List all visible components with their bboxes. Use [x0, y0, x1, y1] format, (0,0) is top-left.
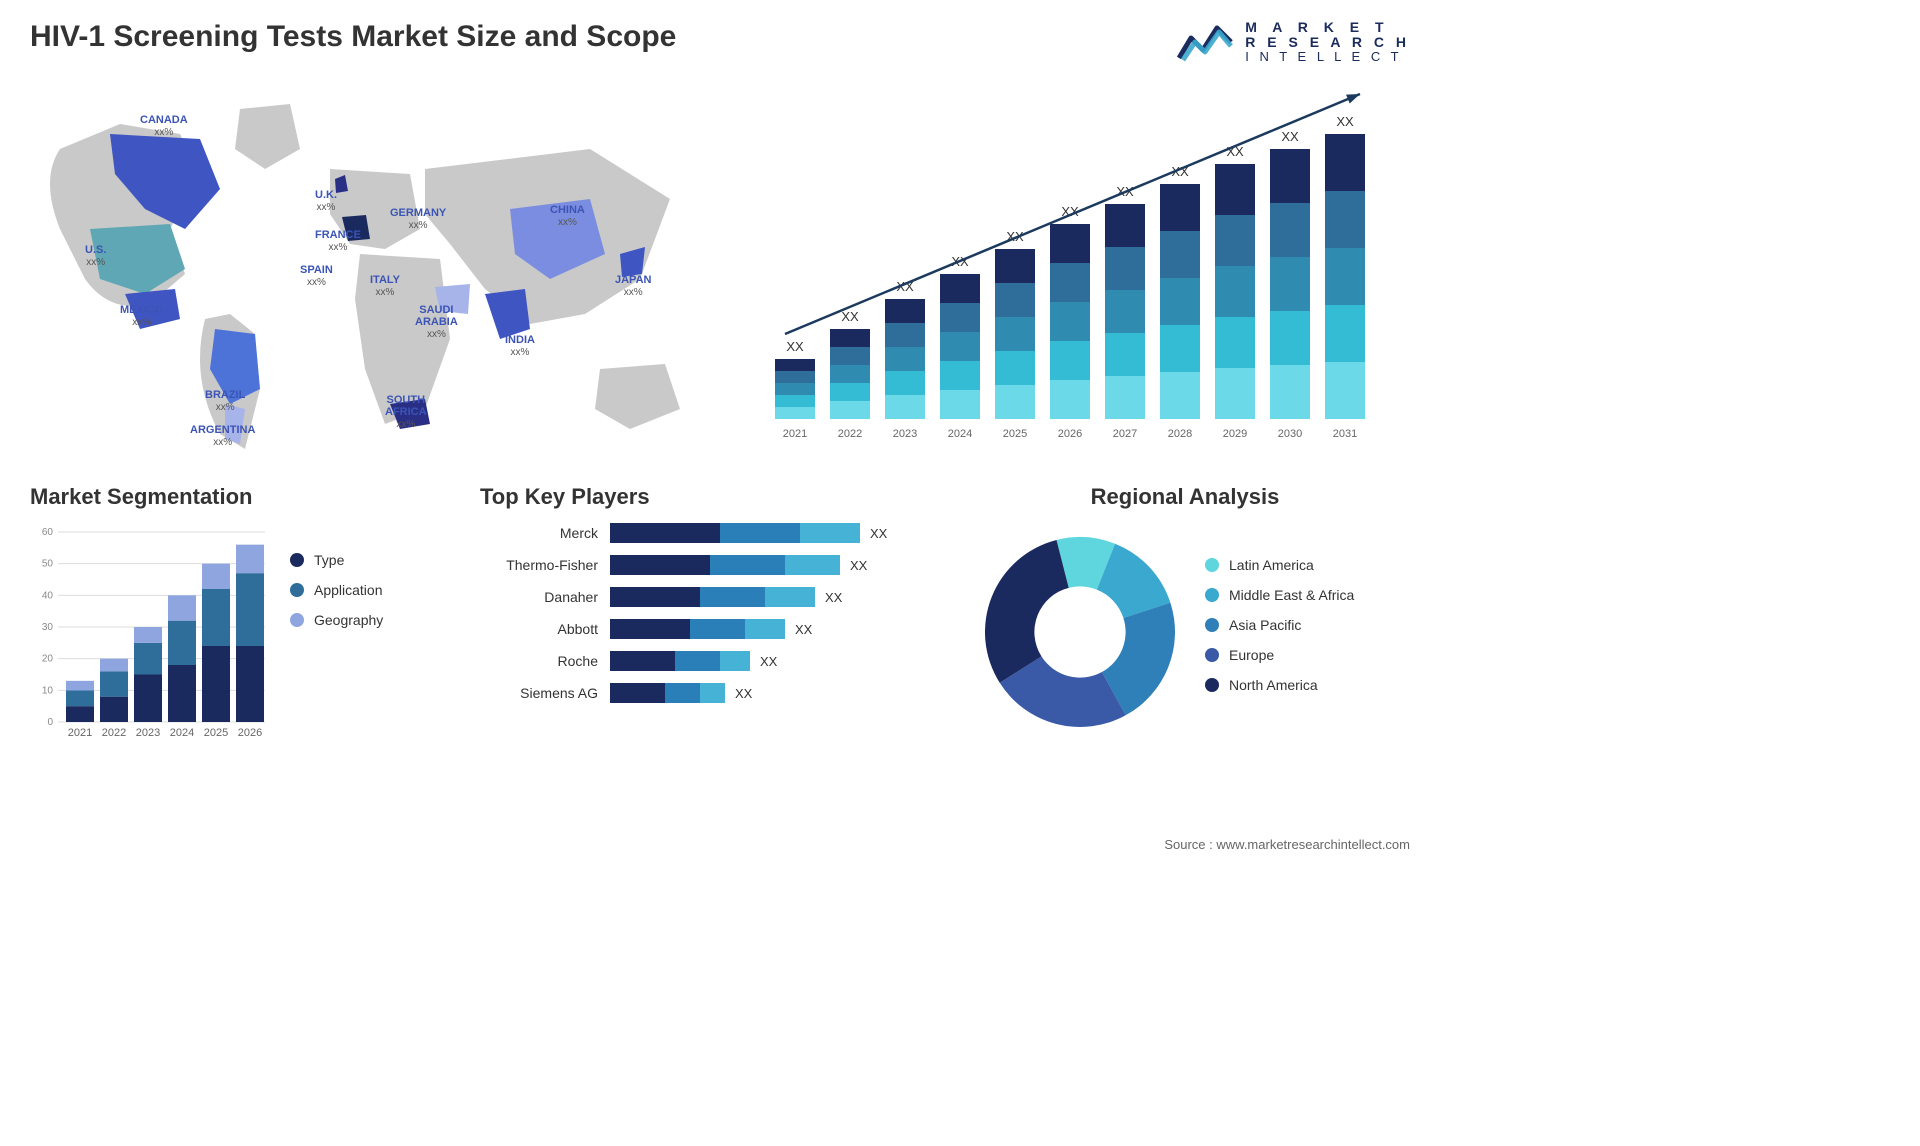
map-region-india [485, 289, 530, 339]
map-label: BRAZILxx% [205, 389, 245, 413]
regional-panel: Regional Analysis Latin America Middle Ea… [970, 484, 1400, 742]
players-panel: Top Key Players MerckXXThermo-FisherXXDa… [480, 484, 960, 742]
legend-item: Asia Pacific [1205, 617, 1354, 633]
map-label: ARGENTINAxx% [190, 424, 255, 448]
svg-text:50: 50 [42, 559, 54, 570]
logo-line2: R E S E A R C H [1245, 35, 1410, 50]
map-label: SPAINxx% [300, 264, 333, 288]
player-bar [610, 555, 840, 575]
svg-text:20: 20 [42, 654, 54, 665]
player-name: Roche [480, 653, 610, 669]
svg-text:2023: 2023 [893, 428, 917, 440]
svg-text:2025: 2025 [204, 727, 228, 739]
player-name: Danaher [480, 589, 610, 605]
player-row: Danaher XX [480, 586, 960, 608]
svg-text:2021: 2021 [68, 727, 92, 739]
world-map-panel: CANADAxx% U.S.xx% MEXICOxx% BRAZILxx% ARGENT… [30, 79, 720, 459]
map-label: JAPANxx% [615, 274, 651, 298]
player-row: Siemens AG XX [480, 682, 960, 704]
map-label: FRANCExx% [315, 229, 361, 253]
svg-text:0: 0 [47, 717, 53, 728]
legend-item: Europe [1205, 647, 1354, 663]
svg-text:2025: 2025 [1003, 428, 1027, 440]
player-value: XX [825, 590, 842, 605]
player-row: Thermo-Fisher XX [480, 554, 960, 576]
player-name: Merck [480, 525, 610, 541]
map-label: CHINAxx% [550, 204, 585, 228]
player-bar [610, 587, 815, 607]
player-bar [610, 523, 860, 543]
svg-text:XX: XX [1336, 114, 1354, 129]
svg-text:2028: 2028 [1168, 428, 1192, 440]
player-row: Abbott XX [480, 618, 960, 640]
player-value: XX [850, 558, 867, 573]
svg-text:2024: 2024 [170, 727, 194, 739]
player-bar [610, 683, 725, 703]
player-row: Merck XX [480, 522, 960, 544]
svg-text:2027: 2027 [1113, 428, 1137, 440]
segmentation-legend: Type Application Geography [290, 552, 383, 642]
segmentation-panel: Market Segmentation 0 10 20 30 40 50 60 2021 202… [30, 484, 470, 742]
legend-item: Type [290, 552, 383, 568]
svg-text:60: 60 [42, 527, 54, 538]
map-label: CANADAxx% [140, 114, 188, 138]
legend-item: North America [1205, 677, 1354, 693]
map-label: U.K.xx% [315, 189, 337, 213]
svg-text:XX: XX [1281, 129, 1299, 144]
svg-text:2029: 2029 [1223, 428, 1247, 440]
svg-text:2026: 2026 [238, 727, 262, 739]
regional-legend: Latin America Middle East & Africa Asia Pa… [1205, 557, 1354, 707]
logo-mark-icon [1177, 20, 1235, 64]
forecast-chart: XX2021XX2022XX2023XX2024XX2025XX2026XX20… [750, 79, 1410, 459]
player-name: Thermo-Fisher [480, 557, 610, 573]
logo-line1: M A R K E T [1245, 20, 1410, 35]
map-label: SAUDIARABIAxx% [415, 304, 458, 340]
svg-text:2031: 2031 [1333, 428, 1357, 440]
player-bar [610, 619, 785, 639]
map-label: SOUTHAFRICAxx% [385, 394, 427, 430]
svg-text:XX: XX [841, 309, 859, 324]
segmentation-title: Market Segmentation [30, 484, 470, 510]
svg-text:2026: 2026 [1058, 428, 1082, 440]
player-row: Roche XX [480, 650, 960, 672]
svg-text:40: 40 [42, 590, 54, 601]
svg-text:10: 10 [42, 685, 54, 696]
map-label: ITALYxx% [370, 274, 400, 298]
map-label: INDIAxx% [505, 334, 535, 358]
svg-text:2024: 2024 [948, 428, 972, 440]
legend-item: Application [290, 582, 383, 598]
logo-line3: I N T E L L E C T [1245, 50, 1410, 64]
map-label: U.S.xx% [85, 244, 106, 268]
player-value: XX [735, 686, 752, 701]
svg-text:2021: 2021 [783, 428, 807, 440]
regional-title: Regional Analysis [970, 484, 1400, 510]
players-title: Top Key Players [480, 484, 960, 510]
svg-text:30: 30 [42, 622, 54, 633]
player-value: XX [795, 622, 812, 637]
player-bar [610, 651, 750, 671]
source-line: Source : www.marketresearchintellect.com [1164, 837, 1410, 852]
svg-text:2022: 2022 [838, 428, 862, 440]
map-label: MEXICOxx% [120, 304, 163, 328]
player-value: XX [870, 526, 887, 541]
brand-logo: M A R K E T R E S E A R C H I N T E L L … [1177, 20, 1410, 64]
svg-text:2030: 2030 [1278, 428, 1302, 440]
legend-item: Middle East & Africa [1205, 587, 1354, 603]
world-map-icon [30, 79, 720, 459]
legend-item: Geography [290, 612, 383, 628]
player-name: Abbott [480, 621, 610, 637]
player-value: XX [760, 654, 777, 669]
svg-text:XX: XX [786, 339, 804, 354]
svg-text:2022: 2022 [102, 727, 126, 739]
map-label: GERMANYxx% [390, 207, 446, 231]
svg-text:2023: 2023 [136, 727, 160, 739]
player-name: Siemens AG [480, 685, 610, 701]
page-title: HIV-1 Screening Tests Market Size and Sc… [30, 20, 676, 54]
legend-item: Latin America [1205, 557, 1354, 573]
